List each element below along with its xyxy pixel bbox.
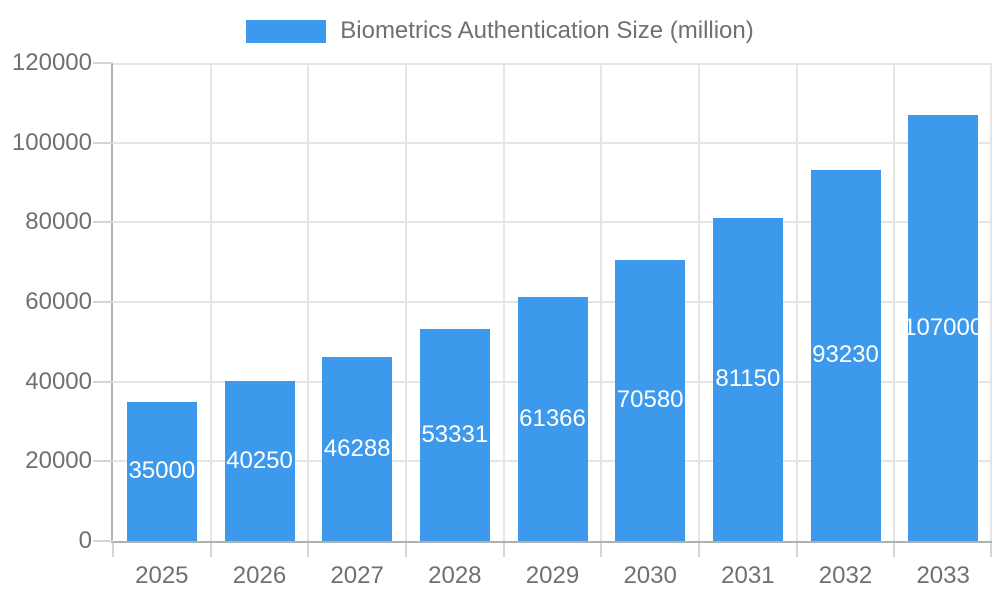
x-axis-tick	[990, 543, 992, 557]
x-axis-tick	[209, 543, 212, 557]
x-gridline	[893, 63, 896, 541]
x-axis-label: 2032	[818, 562, 873, 589]
legend-swatch	[246, 19, 327, 43]
bar-2031: 81150	[712, 217, 783, 541]
x-gridline	[990, 63, 992, 541]
x-axis-label: 2029	[525, 562, 580, 589]
bar-2025: 35000	[126, 401, 197, 541]
y-gridline	[113, 63, 992, 65]
bar-value-label: 70580	[616, 386, 684, 414]
x-gridline	[698, 63, 700, 541]
x-gridline	[502, 63, 505, 541]
y-axis-label: 100000	[11, 128, 92, 156]
y-axis-label: 80000	[25, 208, 92, 236]
x-axis-tick	[502, 543, 505, 557]
bar-value-label: 40250	[226, 446, 293, 474]
y-axis-label: 60000	[25, 288, 92, 315]
x-axis-tick	[307, 543, 310, 557]
bar-value-label: 93230	[812, 341, 879, 369]
y-axis-tick	[93, 460, 113, 463]
plot-area: 35000 40250 46288 53331 61366 70580 81150 93230…	[111, 63, 992, 543]
x-axis-label: 2025	[135, 562, 189, 589]
bar-2032: 93230	[810, 169, 881, 541]
bar-2028: 53331	[419, 328, 490, 541]
x-axis-tick	[405, 543, 407, 557]
x-gridline	[795, 63, 798, 541]
x-axis-tick	[112, 543, 114, 557]
x-axis-label: 2026	[232, 562, 287, 589]
x-gridline	[600, 63, 603, 541]
y-axis-label: 120000	[11, 49, 92, 76]
bar-2029: 61366	[517, 296, 588, 541]
y-axis-tick	[93, 540, 113, 542]
y-axis-tick	[93, 62, 113, 64]
bar-value-label: 107000	[903, 313, 984, 341]
y-axis-label: 40000	[25, 367, 92, 395]
y-gridline	[113, 221, 992, 224]
x-gridline	[209, 63, 212, 541]
legend[interactable]: Biometrics Authentication Size (million)	[0, 14, 1000, 48]
y-gridline	[113, 141, 992, 144]
y-axis-label: 0	[78, 527, 92, 554]
x-axis-tick	[600, 543, 603, 557]
x-axis-label: 2031	[721, 562, 775, 589]
x-gridline	[405, 63, 407, 541]
bar-2027: 46288	[322, 356, 393, 541]
bar-2033: 107000	[903, 114, 983, 541]
bar-2030: 70580	[615, 259, 686, 541]
bar-value-label: 81150	[715, 365, 781, 393]
y-axis-tick	[93, 221, 113, 224]
legend-label: Biometrics Authentication Size (million)	[340, 17, 754, 44]
x-axis-tick	[795, 543, 798, 557]
x-axis-tick	[893, 543, 896, 557]
y-axis-tick	[93, 380, 113, 383]
bar-value-label: 35000	[128, 457, 196, 485]
y-axis-tick	[93, 141, 113, 144]
y-axis-label: 20000	[25, 447, 92, 475]
x-axis-label: 2027	[330, 562, 384, 589]
x-axis-label: 2030	[623, 562, 677, 589]
x-axis-label: 2028	[428, 562, 482, 589]
bar-value-label: 53331	[421, 420, 489, 448]
x-gridline	[307, 63, 310, 541]
x-axis-label: 2033	[916, 562, 970, 589]
bar-value-label: 61366	[519, 404, 586, 432]
x-axis-tick	[698, 543, 700, 557]
bar-2026: 40250	[224, 380, 295, 541]
bar-value-label: 46288	[323, 434, 391, 462]
y-axis-tick	[93, 301, 113, 303]
